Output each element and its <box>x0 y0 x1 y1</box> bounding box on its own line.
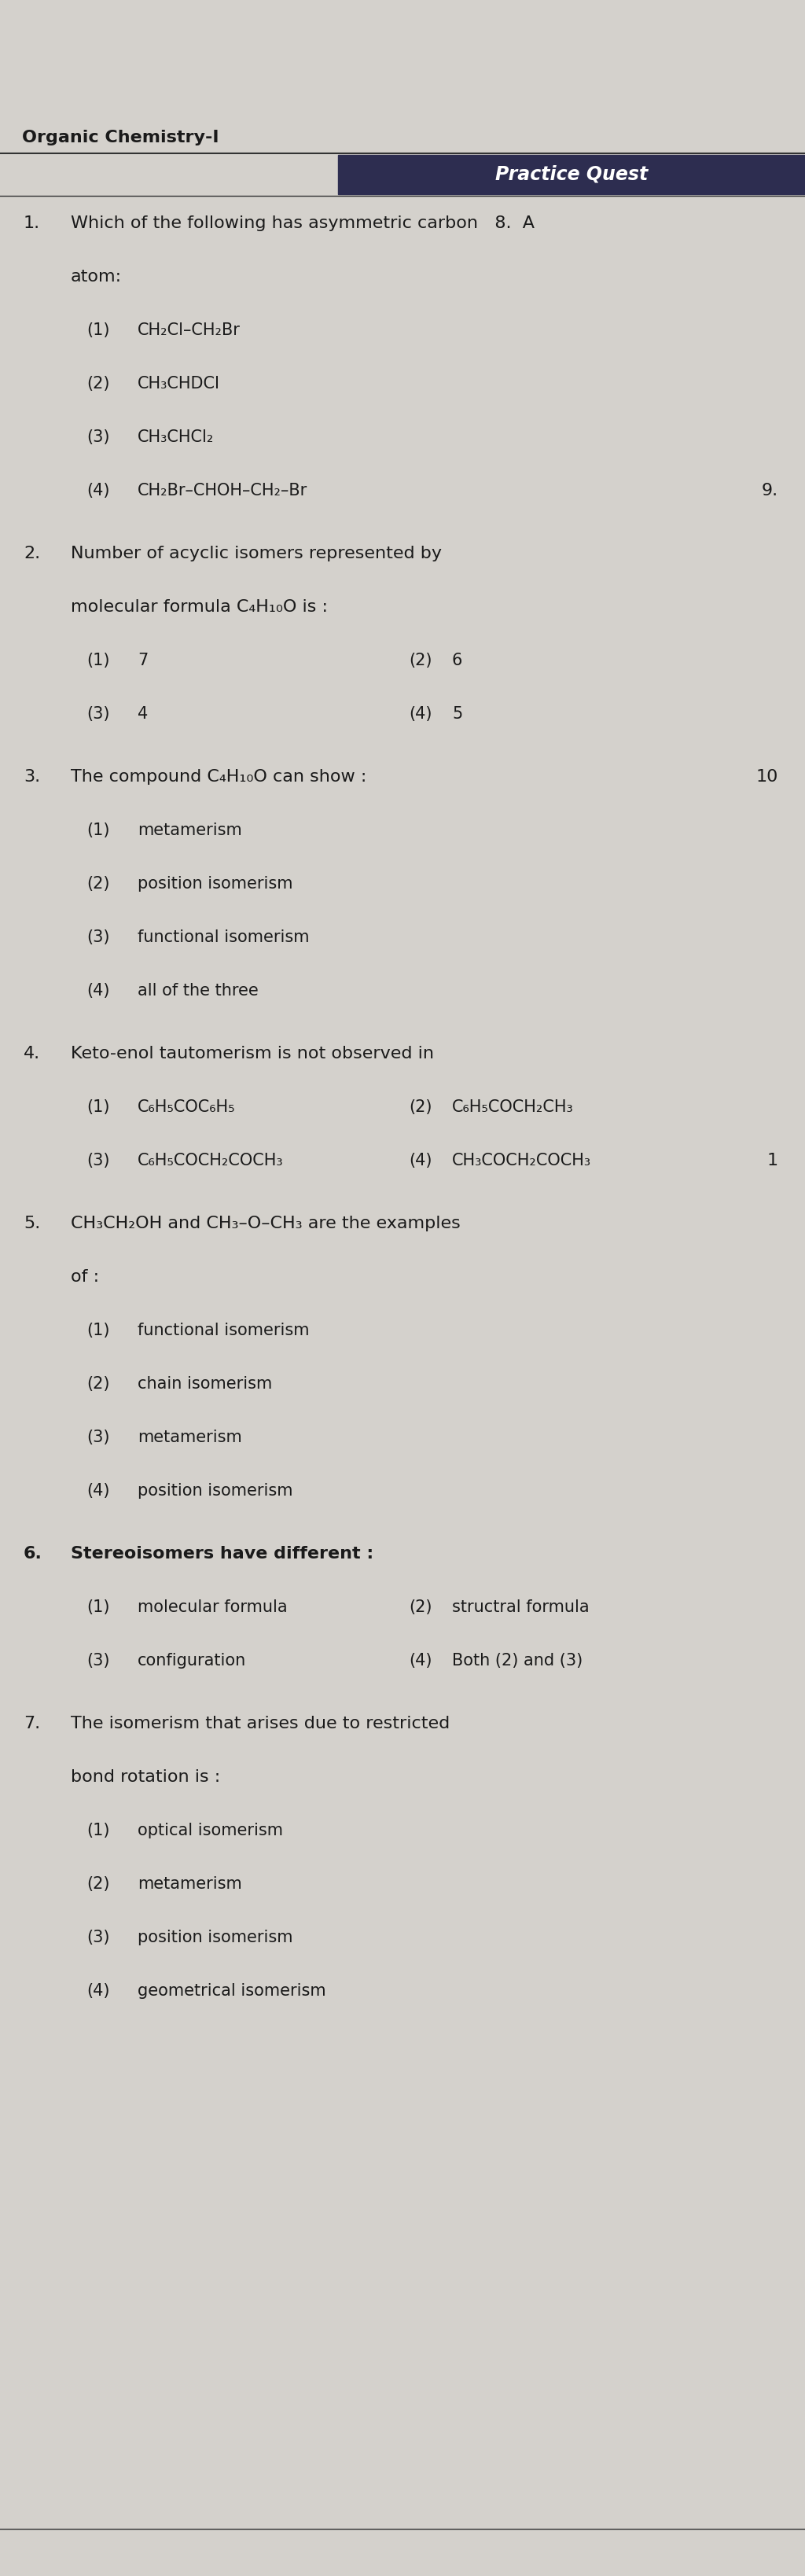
Text: The compound C₄H₁₀O can show :: The compound C₄H₁₀O can show : <box>71 770 366 786</box>
Text: molecular formula: molecular formula <box>138 1600 287 1615</box>
Text: (4): (4) <box>86 482 109 500</box>
Text: Stereoisomers have different :: Stereoisomers have different : <box>71 1546 374 1561</box>
Text: position isomerism: position isomerism <box>138 876 293 891</box>
Text: configuration: configuration <box>138 1654 246 1669</box>
Text: Keto-enol tautomerism is not observed in: Keto-enol tautomerism is not observed in <box>71 1046 434 1061</box>
Text: position isomerism: position isomerism <box>138 1929 293 1945</box>
Text: 5.: 5. <box>23 1216 40 1231</box>
Text: Which of the following has asymmetric carbon   8.  A: Which of the following has asymmetric ca… <box>71 216 535 232</box>
Text: (1): (1) <box>86 1824 109 1839</box>
Text: (4): (4) <box>86 1484 109 1499</box>
Text: 2.: 2. <box>23 546 40 562</box>
Text: 7: 7 <box>138 652 148 667</box>
Text: CH₃CHDCI: CH₃CHDCI <box>138 376 220 392</box>
Text: metamerism: metamerism <box>138 1875 242 1891</box>
Text: optical isomerism: optical isomerism <box>138 1824 283 1839</box>
Text: (2): (2) <box>86 1376 109 1391</box>
Text: The isomerism that arises due to restricted: The isomerism that arises due to restric… <box>71 1716 450 1731</box>
Text: all of the three: all of the three <box>138 984 258 999</box>
Text: (4): (4) <box>409 706 432 721</box>
Text: 4.: 4. <box>23 1046 40 1061</box>
Text: 3.: 3. <box>23 770 40 786</box>
Text: (1): (1) <box>86 1600 109 1615</box>
Text: molecular formula C₄H₁₀O is :: molecular formula C₄H₁₀O is : <box>71 600 328 616</box>
Text: 7.: 7. <box>23 1716 40 1731</box>
Text: (4): (4) <box>409 1654 432 1669</box>
Text: functional isomerism: functional isomerism <box>138 930 309 945</box>
Text: (2): (2) <box>86 376 109 392</box>
Text: (2): (2) <box>86 876 109 891</box>
Text: 5: 5 <box>452 706 462 721</box>
Text: (3): (3) <box>86 1929 109 1945</box>
Text: bond rotation is :: bond rotation is : <box>71 1770 221 1785</box>
Text: metamerism: metamerism <box>138 1430 242 1445</box>
Text: (1): (1) <box>86 1100 109 1115</box>
Text: (2): (2) <box>86 1875 109 1891</box>
Text: (3): (3) <box>86 430 109 446</box>
Text: geometrical isomerism: geometrical isomerism <box>138 1984 326 1999</box>
Text: of :: of : <box>71 1270 99 1285</box>
Text: (2): (2) <box>409 652 432 667</box>
Text: functional isomerism: functional isomerism <box>138 1321 309 1340</box>
Text: (1): (1) <box>86 652 109 667</box>
Text: 1.: 1. <box>23 216 40 232</box>
Text: CH₃CH₂OH and CH₃–O–CH₃ are the examples: CH₃CH₂OH and CH₃–O–CH₃ are the examples <box>71 1216 460 1231</box>
Text: Number of acyclic isomers represented by: Number of acyclic isomers represented by <box>71 546 442 562</box>
Text: CH₂Br–CHOH–CH₂–Br: CH₂Br–CHOH–CH₂–Br <box>138 482 308 500</box>
Text: position isomerism: position isomerism <box>138 1484 293 1499</box>
Polygon shape <box>338 155 805 193</box>
Text: 6.: 6. <box>23 1546 43 1561</box>
Text: metamerism: metamerism <box>138 822 242 837</box>
Text: C₆H₅COCH₂COCH₃: C₆H₅COCH₂COCH₃ <box>138 1151 283 1170</box>
Text: chain isomerism: chain isomerism <box>138 1376 272 1391</box>
Text: (4): (4) <box>409 1151 432 1170</box>
Text: 10: 10 <box>756 770 778 786</box>
Text: Organic Chemistry-I: Organic Chemistry-I <box>22 129 219 144</box>
Text: C₆H₅COC₆H₅: C₆H₅COC₆H₅ <box>138 1100 236 1115</box>
Text: (1): (1) <box>86 1321 109 1340</box>
Text: (3): (3) <box>86 1151 109 1170</box>
Text: (2): (2) <box>409 1600 432 1615</box>
Text: Both (2) and (3): Both (2) and (3) <box>452 1654 583 1669</box>
Text: (1): (1) <box>86 322 109 337</box>
Text: 1: 1 <box>767 1151 778 1170</box>
Text: CH₂Cl–CH₂Br: CH₂Cl–CH₂Br <box>138 322 241 337</box>
Text: Practice Quest: Practice Quest <box>495 165 648 183</box>
Text: (3): (3) <box>86 1430 109 1445</box>
Text: 4: 4 <box>138 706 148 721</box>
Text: CH₃CHCl₂: CH₃CHCl₂ <box>138 430 214 446</box>
Text: 9.: 9. <box>762 482 778 500</box>
Text: (1): (1) <box>86 822 109 837</box>
Text: (4): (4) <box>86 984 109 999</box>
Text: atom:: atom: <box>71 268 122 286</box>
Text: structral formula: structral formula <box>452 1600 589 1615</box>
Text: C₆H₅COCH₂CH₃: C₆H₅COCH₂CH₃ <box>452 1100 574 1115</box>
Text: (3): (3) <box>86 1654 109 1669</box>
Text: (2): (2) <box>409 1100 432 1115</box>
Text: 6: 6 <box>452 652 463 667</box>
Text: (3): (3) <box>86 930 109 945</box>
Text: CH₃COCH₂COCH₃: CH₃COCH₂COCH₃ <box>452 1151 591 1170</box>
Text: (4): (4) <box>86 1984 109 1999</box>
Text: (3): (3) <box>86 706 109 721</box>
